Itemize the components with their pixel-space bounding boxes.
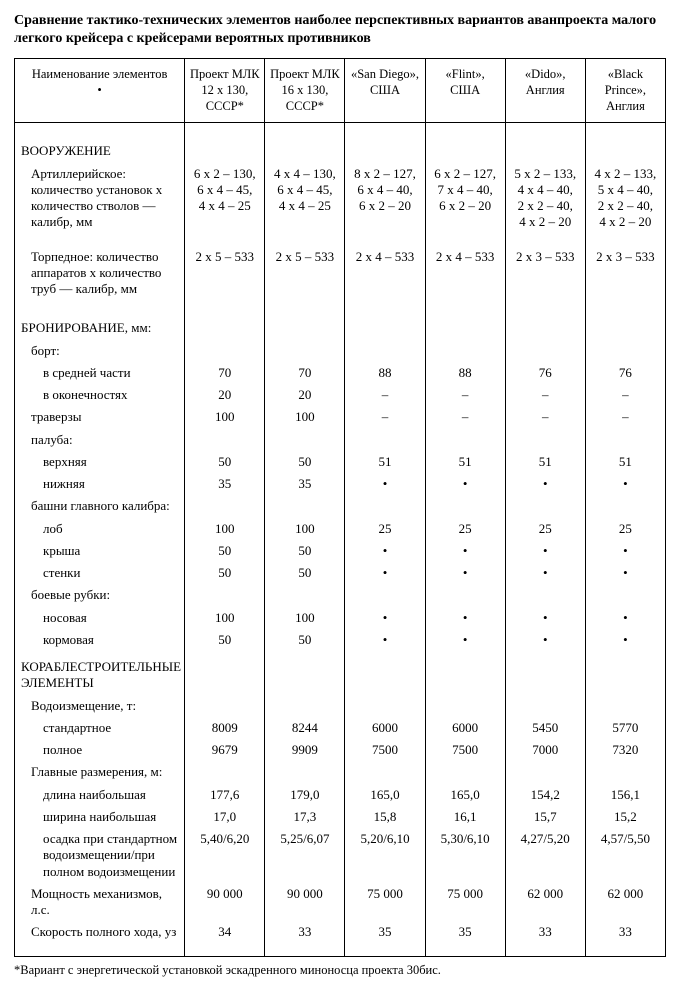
row-label: кормовая	[15, 629, 185, 651]
col-header: Проект МЛК12 х 130,СССР*	[185, 59, 265, 123]
row-label: боевые рубки:	[15, 584, 185, 606]
table-row: нижняя 3535••••	[15, 473, 666, 495]
table-row: осадка при стандартном водоизмещении/при…	[15, 828, 666, 883]
row-label: ширина наибольшая	[15, 806, 185, 828]
table-row: лоб 10010025252525	[15, 518, 666, 540]
table-row: Скорость полного хода, уз 343335353333	[15, 921, 666, 943]
page-title: Сравнение тактико-технических элементов …	[14, 12, 666, 48]
row-label: осадка при стандартном водоизмещении/при…	[15, 828, 185, 883]
table-row: Артиллерийское: количество установок х к…	[15, 163, 666, 234]
table-header-row: Наименование элементов• Проект МЛК12 х 1…	[15, 59, 666, 123]
row-label: верхняя	[15, 451, 185, 473]
row-label: стенки	[15, 562, 185, 584]
cell: 5 х 2 – 133,4 х 4 – 40,2 х 2 – 40,4 х 2 …	[505, 163, 585, 234]
section-label: ВООРУЖЕНИЕ	[15, 135, 185, 162]
section-row: БРОНИРОВАНИЕ, мм:	[15, 312, 666, 339]
cell: 2 х 3 – 533	[505, 246, 585, 301]
row-label: палуба:	[15, 429, 185, 451]
comparison-table: Наименование элементов• Проект МЛК12 х 1…	[14, 58, 666, 956]
cell: 2 х 5 – 533	[265, 246, 345, 301]
cell: 2 х 4 – 533	[345, 246, 425, 301]
row-label: крыша	[15, 540, 185, 562]
cell: 4 х 4 – 130,6 х 4 – 45,4 х 4 – 25	[265, 163, 345, 234]
cell: 2 х 4 – 533	[425, 246, 505, 301]
table-row: стандартное 800982446000600054505770	[15, 717, 666, 739]
table-row: Торпедное: количество аппаратов х количе…	[15, 246, 666, 301]
cell: 2 х 3 – 533	[585, 246, 665, 301]
table-row: кормовая 5050••••	[15, 629, 666, 651]
col-header: «Flint»,США	[425, 59, 505, 123]
col-header: Проект МЛК16 х 130,СССР*	[265, 59, 345, 123]
col-header: «Black Prince»,Англия	[585, 59, 665, 123]
footnote: *Вариант с энергетической установкой эск…	[14, 963, 666, 979]
row-label: в оконечностях	[15, 384, 185, 406]
table-row: в оконечностях 2020––––	[15, 384, 666, 406]
cell: 4 х 2 – 133,5 х 4 – 40,2 х 2 – 40,4 х 2 …	[585, 163, 665, 234]
row-label: Мощность механизмов, л.с.	[15, 883, 185, 922]
row-label: в средней части	[15, 362, 185, 384]
row-label: Водоизмещение, т:	[15, 695, 185, 717]
row-label: длина наибольшая	[15, 784, 185, 806]
col-header: Наименование элементов•	[15, 59, 185, 123]
row-label: Скорость полного хода, уз	[15, 921, 185, 943]
table-row: в средней части 707088887676	[15, 362, 666, 384]
table-row: Мощность механизмов, л.с. 90 00090 00075…	[15, 883, 666, 922]
table-row: длина наибольшая 177,6179,0165,0165,0154…	[15, 784, 666, 806]
cell: 6 х 2 – 130,6 х 4 – 45,4 х 4 – 25	[185, 163, 265, 234]
section-label: БРОНИРОВАНИЕ, мм:	[15, 312, 185, 339]
row-label: носовая	[15, 607, 185, 629]
row-label: борт:	[15, 340, 185, 362]
table-row: полное 967999097500750070007320	[15, 739, 666, 761]
cell: 2 х 5 – 533	[185, 246, 265, 301]
row-label: башни главного калибра:	[15, 495, 185, 517]
row-label: Торпедное: количество аппаратов х количе…	[15, 246, 185, 301]
row-label: стандартное	[15, 717, 185, 739]
row-label: траверзы	[15, 406, 185, 428]
row-label: нижняя	[15, 473, 185, 495]
cell: 8 х 2 – 127,6 х 4 – 40,6 х 2 – 20	[345, 163, 425, 234]
section-label: КОРАБЛЕСТРОИТЕЛЬНЫЕ ЭЛЕМЕНТЫ	[15, 651, 185, 695]
section-row: КОРАБЛЕСТРОИТЕЛЬНЫЕ ЭЛЕМЕНТЫ	[15, 651, 666, 695]
row-label: Артиллерийское: количество установок х к…	[15, 163, 185, 234]
col-header: «Dido»,Англия	[505, 59, 585, 123]
table-row: траверзы 100100––––	[15, 406, 666, 428]
row-label: Главные размерения, м:	[15, 761, 185, 783]
row-label: полное	[15, 739, 185, 761]
table-row: крыша 5050••••	[15, 540, 666, 562]
row-label: лоб	[15, 518, 185, 540]
col-header: «San Diego»,США	[345, 59, 425, 123]
section-row: ВООРУЖЕНИЕ	[15, 135, 666, 162]
cell: 6 х 2 – 127,7 х 4 – 40,6 х 2 – 20	[425, 163, 505, 234]
table-row: носовая 100100••••	[15, 607, 666, 629]
table-row: верхняя 505051515151	[15, 451, 666, 473]
table-row: ширина наибольшая 17,017,315,816,115,715…	[15, 806, 666, 828]
table-row: стенки 5050••••	[15, 562, 666, 584]
